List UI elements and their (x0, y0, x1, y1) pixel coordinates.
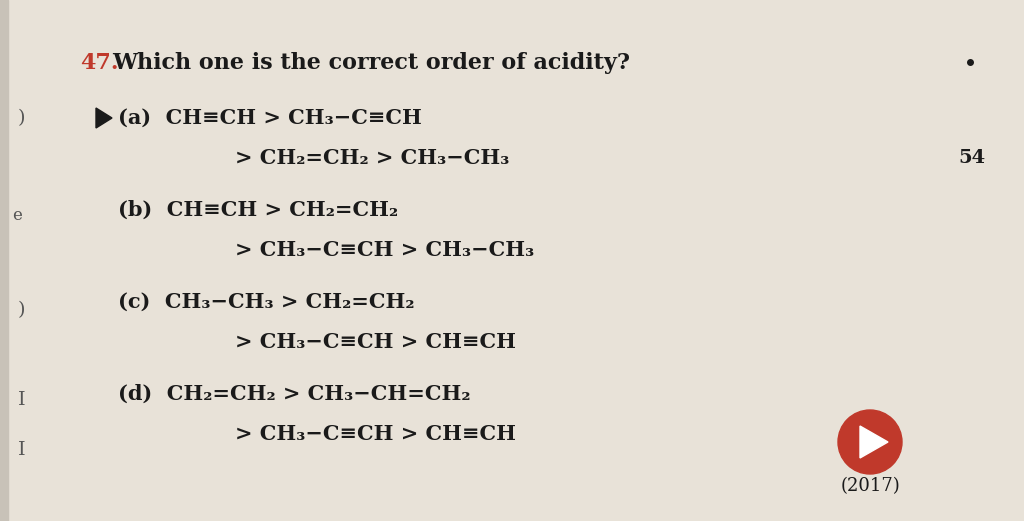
Text: I: I (18, 441, 26, 459)
Text: > CH₃−C≡CH > CH₃−CH₃: > CH₃−C≡CH > CH₃−CH₃ (234, 240, 535, 260)
Polygon shape (860, 426, 888, 458)
Text: ): ) (18, 301, 26, 319)
Text: 54: 54 (957, 149, 985, 167)
Text: e: e (12, 206, 22, 224)
Polygon shape (0, 0, 8, 521)
Circle shape (838, 410, 902, 474)
Text: > CH₃−C≡CH > CH≡CH: > CH₃−C≡CH > CH≡CH (234, 424, 516, 444)
Text: Which one is the correct order of acidity?: Which one is the correct order of acidit… (112, 52, 630, 74)
Text: (2017): (2017) (840, 477, 900, 495)
Text: > CH₃−C≡CH > CH≡CH: > CH₃−C≡CH > CH≡CH (234, 332, 516, 352)
Text: (a)  CH≡CH > CH₃−C≡CH: (a) CH≡CH > CH₃−C≡CH (118, 108, 422, 128)
Text: > CH₂=CH₂ > CH₃−CH₃: > CH₂=CH₂ > CH₃−CH₃ (234, 148, 509, 168)
Text: ): ) (18, 109, 26, 127)
Text: (b)  CH≡CH > CH₂=CH₂: (b) CH≡CH > CH₂=CH₂ (118, 200, 398, 220)
Text: I: I (18, 391, 26, 409)
Polygon shape (96, 108, 112, 128)
Text: (d)  CH₂=CH₂ > CH₃−CH=CH₂: (d) CH₂=CH₂ > CH₃−CH=CH₂ (118, 384, 470, 404)
Text: 47.: 47. (80, 52, 119, 74)
Text: (c)  CH₃−CH₃ > CH₂=CH₂: (c) CH₃−CH₃ > CH₂=CH₂ (118, 292, 415, 312)
